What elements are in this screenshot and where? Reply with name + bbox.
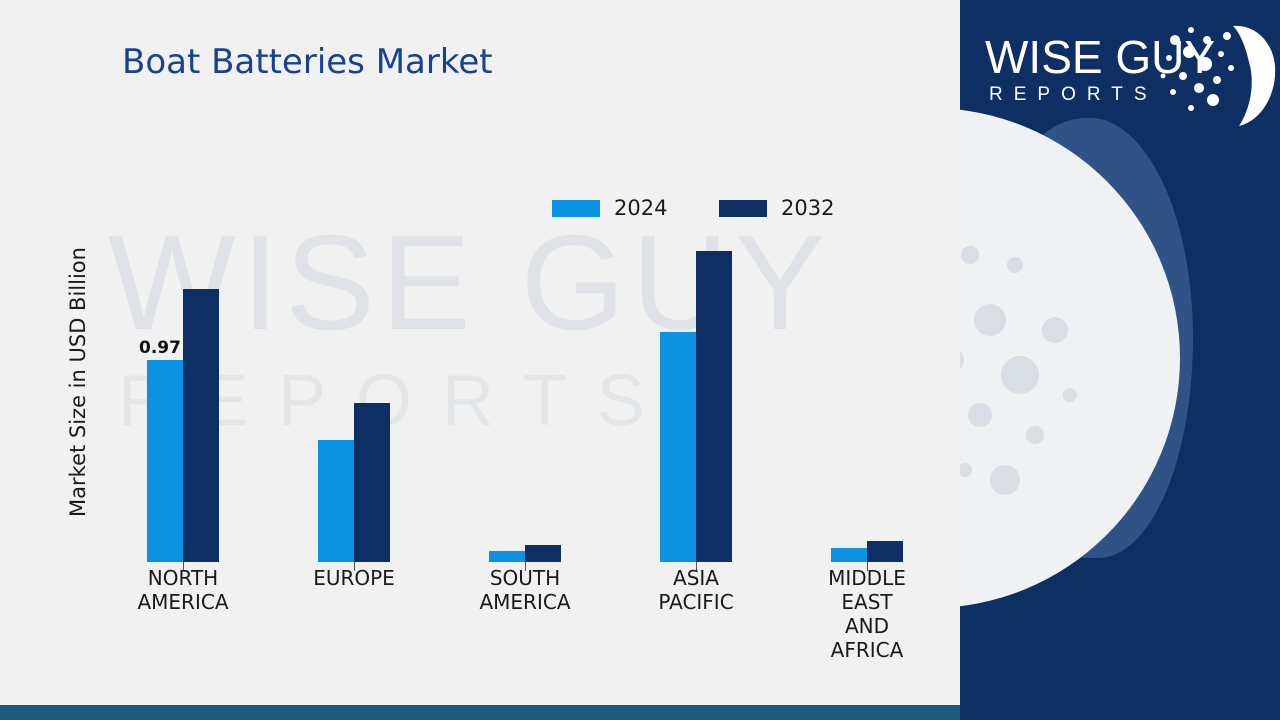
axis-tick-middle-east-and-africa: [867, 562, 868, 571]
category-line: EAST: [841, 590, 893, 614]
footer-strip: [0, 705, 960, 720]
bar-2024-north-america[interactable]: [147, 360, 183, 562]
axis-tick-europe: [354, 562, 355, 571]
category-line: AMERICA: [137, 590, 229, 614]
category-line: SOUTH: [489, 566, 561, 590]
bar-2024-south-america[interactable]: [489, 551, 525, 562]
category-label-north-america: NORTH AMERICA: [108, 566, 258, 614]
bar-2024-europe[interactable]: [318, 440, 354, 562]
category-line: AND: [844, 614, 890, 638]
category-line: PACIFIC: [658, 590, 734, 614]
category-label-south-america: SOUTH AMERICA: [450, 566, 600, 614]
axis-tick-north-america: [183, 562, 184, 571]
legend-label-2032: 2032: [781, 196, 835, 220]
legend-swatch-2032: [719, 199, 767, 217]
brand-logo: WISE GUY REPORTS: [985, 30, 1265, 125]
category-line: MIDDLE: [828, 566, 906, 590]
logo-dot-cloud-icon: [1160, 25, 1276, 126]
category-line: AMERICA: [479, 590, 571, 614]
category-label-middle-east-and-africa: MIDDLE EAST AND AFRICA: [792, 566, 942, 662]
chart-area: Market Size in USD Billion 2024 2032 0.9…: [66, 196, 942, 662]
bar-2032-north-america[interactable]: [183, 289, 219, 562]
category-line: AFRICA: [830, 638, 904, 662]
bar-2032-asia-pacific[interactable]: [696, 251, 732, 562]
bar-2024-middle-east-and-africa[interactable]: [831, 548, 867, 562]
category-line: EUROPE: [313, 566, 395, 590]
axis-tick-asia-pacific: [696, 562, 697, 571]
bar-2024-asia-pacific[interactable]: [660, 332, 696, 562]
legend-item-2024[interactable]: 2024: [552, 196, 667, 220]
bar-value-label-north-america: 0.97: [139, 338, 181, 358]
category-line: NORTH: [147, 566, 219, 590]
bar-2032-europe[interactable]: [354, 403, 390, 562]
page-title: Boat Batteries Market: [122, 42, 493, 82]
bar-2032-south-america[interactable]: [525, 545, 561, 562]
plot-region: 0.97 NORTH AMERICA EUROPE: [108, 251, 942, 662]
axis-tick-south-america: [525, 562, 526, 571]
logo-wiseguy-text: WISE GUY: [985, 31, 1216, 83]
category-line: ASIA: [673, 566, 719, 590]
logo-reports-text: REPORTS: [989, 84, 1158, 105]
category-label-asia-pacific: ASIA PACIFIC: [621, 566, 771, 614]
bar-2032-middle-east-and-africa[interactable]: [867, 541, 903, 562]
legend-item-2032[interactable]: 2032: [719, 196, 834, 220]
category-label-europe: EUROPE: [279, 566, 429, 590]
dot-pattern-icon: [960, 246, 1077, 495]
legend-swatch-2024: [552, 199, 600, 217]
legend-label-2024: 2024: [614, 196, 668, 220]
brand-panel: [960, 0, 1280, 720]
